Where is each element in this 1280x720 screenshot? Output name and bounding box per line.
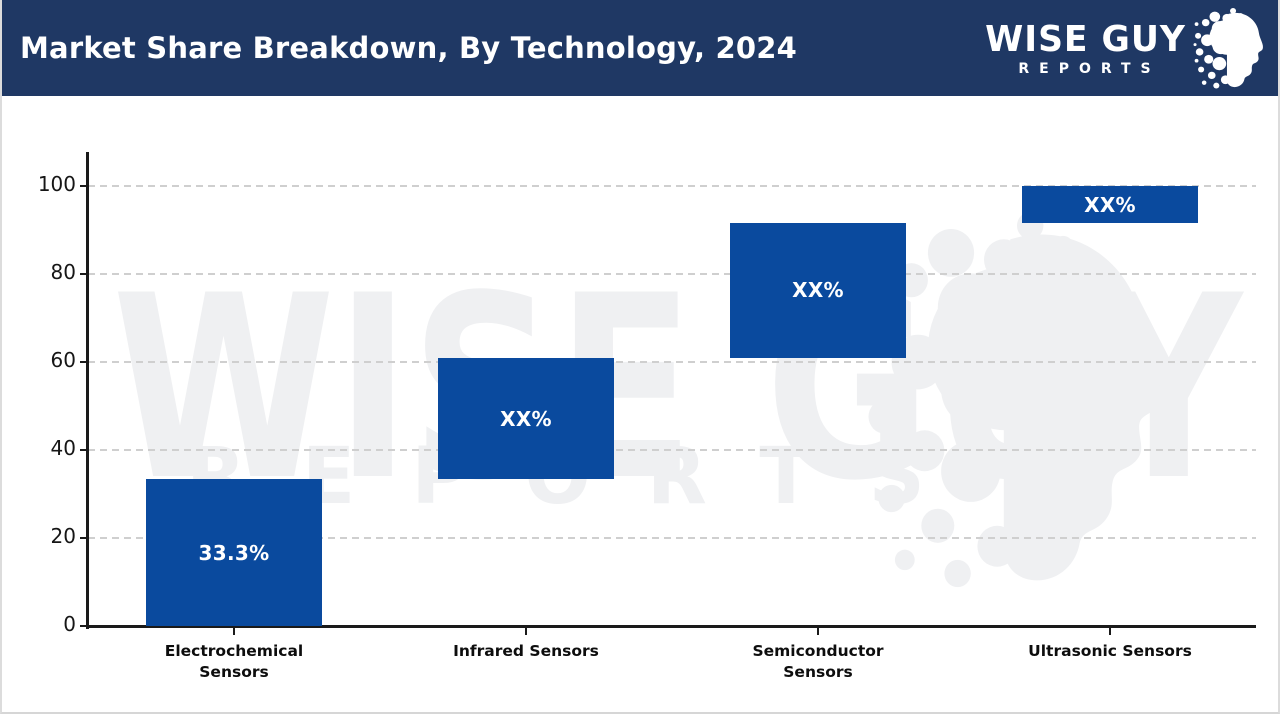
logo-reports-text: REPORTS bbox=[1018, 61, 1161, 77]
x-category-label: Semiconductor Sensors bbox=[672, 641, 964, 683]
x-axis-line bbox=[86, 625, 1256, 628]
header-bar: Market Share Breakdown, By Technology, 2… bbox=[0, 0, 1280, 96]
x-tickmark bbox=[817, 628, 819, 635]
wiseguy-logo: WISE GUY REPORTS bbox=[981, 8, 1268, 90]
bar-infrared-sensors: XX% bbox=[438, 357, 614, 480]
y-axis-line bbox=[86, 152, 89, 629]
y-tickmark bbox=[80, 537, 88, 539]
wiseguy-head-icon bbox=[1193, 8, 1263, 89]
y-tickmark bbox=[80, 361, 88, 363]
page-title: Market Share Breakdown, By Technology, 2… bbox=[20, 31, 798, 65]
y-tick-label: 40 bbox=[50, 436, 76, 460]
x-category-label-line: Sensors bbox=[783, 663, 853, 681]
x-category-label-line: Electrochemical bbox=[164, 642, 304, 660]
x-tickmark bbox=[525, 628, 527, 635]
y-tick-label: 60 bbox=[50, 348, 76, 372]
gridline-y20 bbox=[88, 537, 1256, 539]
bar-ultrasonic-sensors: XX% bbox=[1022, 186, 1198, 224]
x-category-label: Electrochemical Sensors bbox=[88, 641, 380, 683]
y-tick-label: 80 bbox=[50, 260, 76, 284]
y-tickmark bbox=[80, 273, 88, 275]
gridline-y100 bbox=[88, 185, 1256, 187]
y-tick-label: 0 bbox=[63, 612, 76, 636]
x-category-label: Ultrasonic Sensors bbox=[964, 641, 1256, 662]
gridline-y80 bbox=[88, 273, 1256, 275]
y-tickmark bbox=[80, 185, 88, 187]
bar-value-label: XX% bbox=[792, 278, 844, 303]
bar-value-label: XX% bbox=[500, 406, 552, 431]
bar-semiconductor-sensors: XX% bbox=[730, 223, 906, 358]
bar-value-label: XX% bbox=[1084, 192, 1136, 217]
y-tickmark bbox=[80, 449, 88, 451]
gridline-y60 bbox=[88, 361, 1256, 363]
x-category-label-line: Sensors bbox=[199, 663, 269, 681]
logo-text-block: WISE GUY REPORTS bbox=[981, 19, 1190, 78]
x-tickmark bbox=[233, 628, 235, 635]
x-tickmark bbox=[1109, 628, 1111, 635]
bar-value-label: 33.3% bbox=[198, 540, 270, 565]
y-tick-label: 100 bbox=[37, 172, 76, 196]
gridline-y40 bbox=[88, 449, 1256, 451]
x-category-label: Infrared Sensors bbox=[380, 641, 672, 662]
x-category-label-line: Ultrasonic Sensors bbox=[1028, 642, 1192, 660]
x-category-label-line: Semiconductor bbox=[752, 642, 884, 660]
bar-electrochemical-sensors: 33.3% bbox=[146, 479, 322, 626]
y-tickmark bbox=[80, 625, 88, 627]
x-category-label-line: Infrared Sensors bbox=[453, 642, 599, 660]
y-tick-label: 20 bbox=[50, 524, 76, 548]
logo-wiseguy-text: WISE GUY bbox=[985, 19, 1186, 60]
